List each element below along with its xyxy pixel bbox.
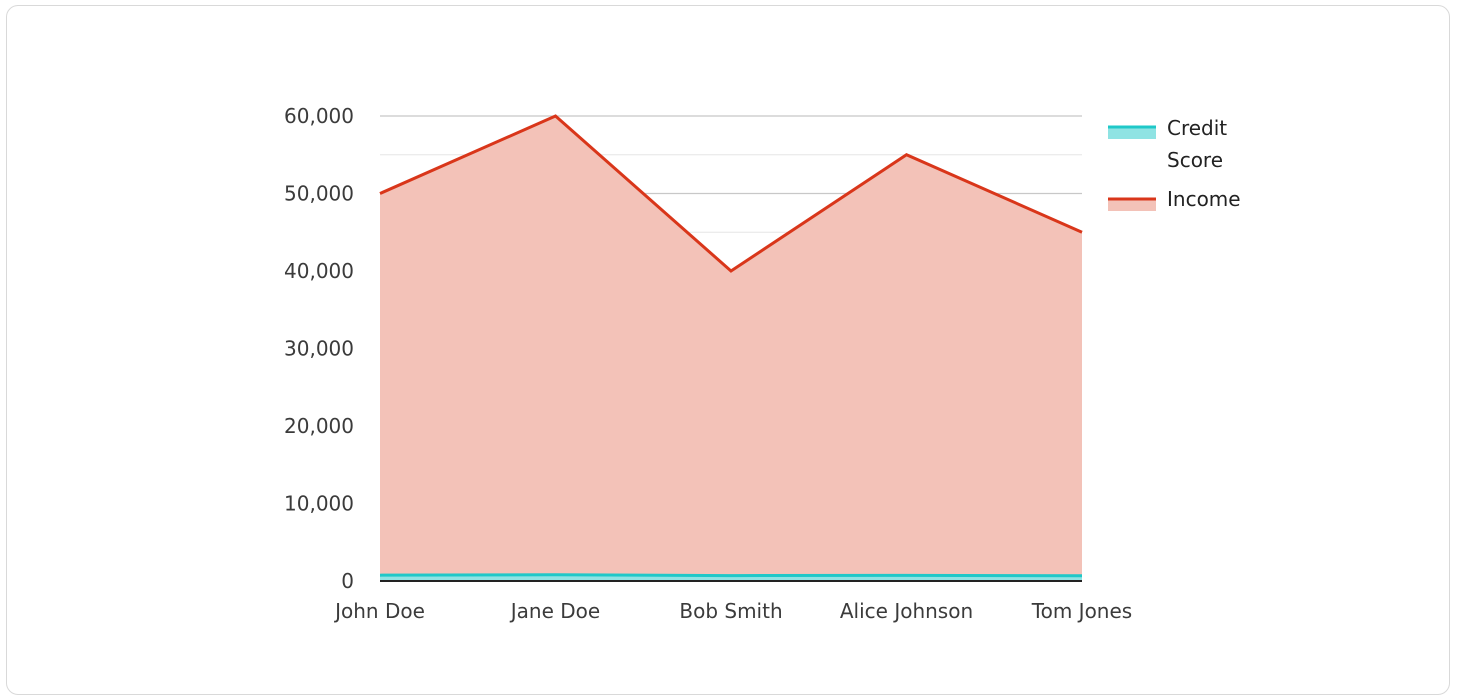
y-tick-label: 20,000 xyxy=(284,414,354,438)
legend: Credit Score Income xyxy=(1108,116,1241,211)
legend-label-income: Income xyxy=(1167,187,1241,211)
y-tick-label: 10,000 xyxy=(284,492,354,516)
x-tick-label-bob-smith: Bob Smith xyxy=(679,599,782,623)
legend-swatch-income xyxy=(1108,199,1156,211)
legend-entry-credit-score[interactable]: Credit Score xyxy=(1108,116,1227,172)
y-tick-label: 50,000 xyxy=(284,182,354,206)
x-tick-label-john-doe: John Doe xyxy=(333,599,425,623)
line-income[interactable] xyxy=(379,114,1083,273)
line-credit-score[interactable] xyxy=(379,573,1083,578)
y-tick-label: 40,000 xyxy=(284,259,354,283)
legend-label-credit-score-line1: Credit xyxy=(1167,116,1227,140)
y-tick-label: 30,000 xyxy=(284,337,354,361)
legend-label-credit-score-line2: Score xyxy=(1167,148,1223,172)
area-income[interactable] xyxy=(380,116,1082,581)
series-lines xyxy=(379,114,1083,578)
x-tick-label-alice-johnson: Alice Johnson xyxy=(840,599,973,623)
legend-swatch-credit-score xyxy=(1108,127,1156,139)
y-tick-label: 0 xyxy=(341,569,354,593)
x-tick-labels: John Doe Jane Doe Bob Smith Alice Johnson To… xyxy=(333,599,1132,623)
y-tick-label: 60,000 xyxy=(284,104,354,128)
y-tick-labels: 0 10,000 20,000 30,000 40,000 50,000 60,000 xyxy=(284,104,354,593)
x-tick-label-tom-jones: Tom Jones xyxy=(1031,599,1132,623)
legend-entry-income[interactable]: Income xyxy=(1108,187,1241,211)
x-tick-label-jane-doe: Jane Doe xyxy=(509,599,600,623)
